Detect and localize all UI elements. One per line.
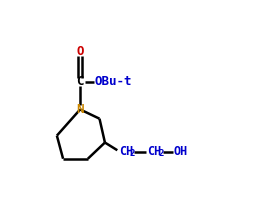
Text: N: N (76, 103, 84, 116)
Text: O: O (76, 45, 84, 58)
Text: 2: 2 (130, 149, 135, 158)
Text: OBu-t: OBu-t (95, 75, 132, 88)
Text: 2: 2 (158, 149, 164, 158)
Text: CH: CH (119, 145, 133, 158)
Text: OH: OH (174, 145, 188, 158)
Text: C: C (76, 75, 84, 88)
Text: CH: CH (148, 145, 162, 158)
